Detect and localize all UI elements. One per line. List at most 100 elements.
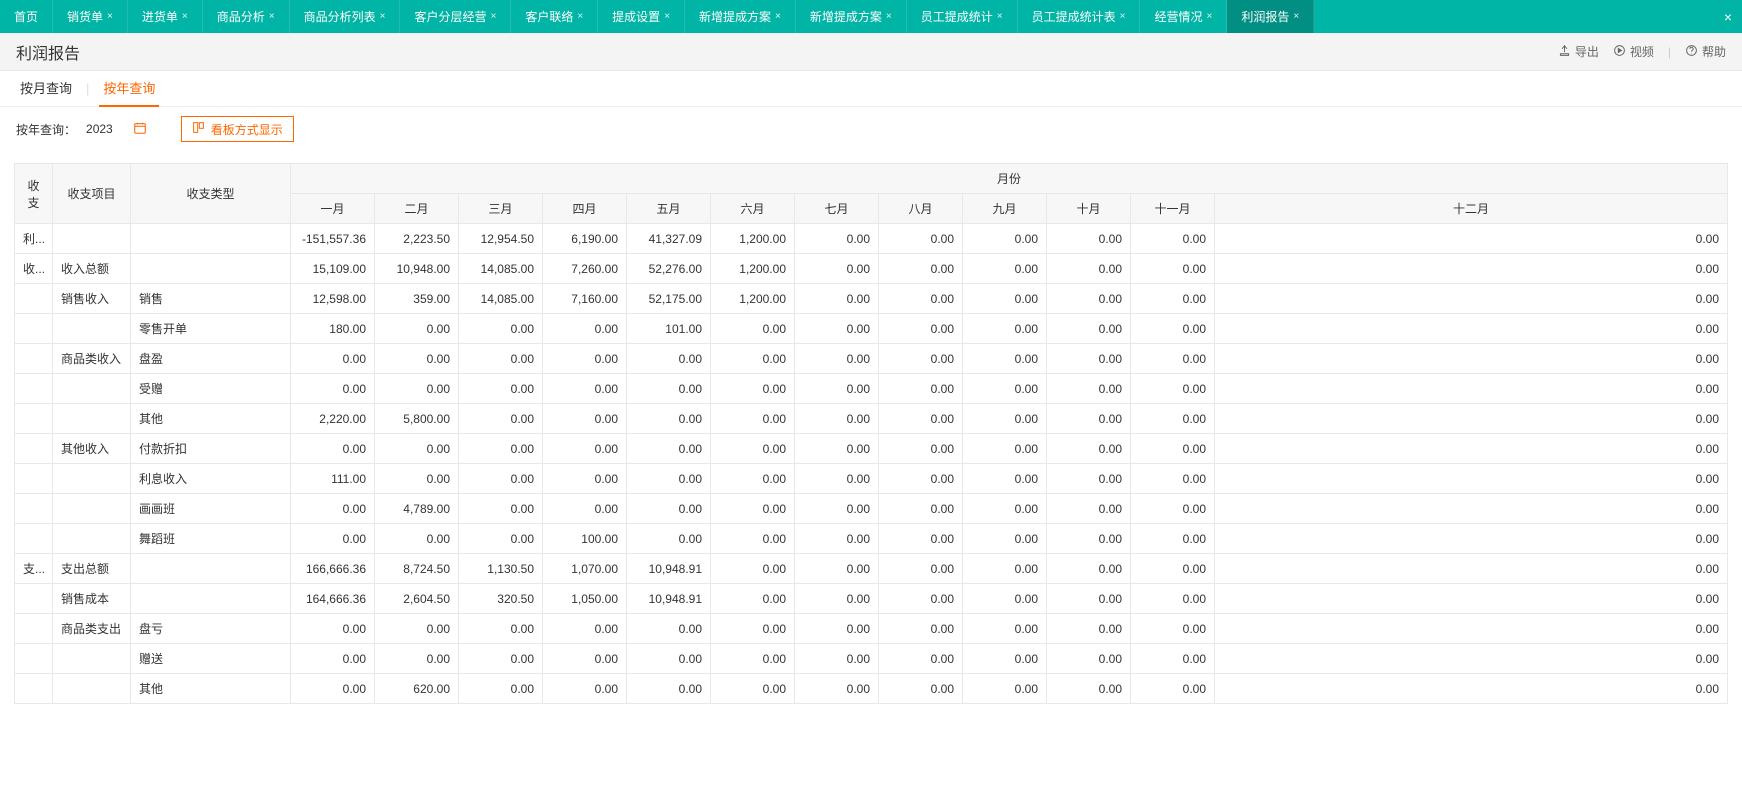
cell-value: 0.00 bbox=[1215, 644, 1728, 674]
close-icon[interactable]: × bbox=[1293, 11, 1299, 22]
nav-tab-3[interactable]: 商品分析× bbox=[203, 0, 290, 33]
cell-value: 0.00 bbox=[1131, 494, 1215, 524]
nav-tab-10[interactable]: 员工提成统计× bbox=[907, 0, 1018, 33]
cell-value: 0.00 bbox=[1047, 254, 1131, 284]
cell-item bbox=[53, 644, 131, 674]
close-icon[interactable]: × bbox=[886, 11, 892, 22]
cell-shouzhi bbox=[15, 584, 53, 614]
cell-value: 0.00 bbox=[711, 644, 795, 674]
th-month-1[interactable]: 一月 bbox=[291, 194, 375, 224]
table-row: 商品类收入盘盈0.000.000.000.000.000.000.000.000… bbox=[15, 344, 1728, 374]
page-title: 利润报告 bbox=[16, 40, 80, 64]
cell-value: 0.00 bbox=[1047, 494, 1131, 524]
nav-tab-8[interactable]: 新增提成方案× bbox=[685, 0, 796, 33]
cell-value: 0.00 bbox=[459, 404, 543, 434]
th-month-5[interactable]: 五月 bbox=[627, 194, 711, 224]
kanban-button-label: 看板方式显示 bbox=[211, 121, 283, 138]
th-type[interactable]: 收支类型 bbox=[131, 164, 291, 224]
th-shouzhi[interactable]: 收支 bbox=[15, 164, 53, 224]
close-icon[interactable]: × bbox=[577, 11, 583, 22]
cell-value: 1,200.00 bbox=[711, 254, 795, 284]
table-row: 销售收入销售12,598.00359.0014,085.007,160.0052… bbox=[15, 284, 1728, 314]
table-row: 画画班0.004,789.000.000.000.000.000.000.000… bbox=[15, 494, 1728, 524]
cell-item: 销售成本 bbox=[53, 584, 131, 614]
cell-value: 1,070.00 bbox=[543, 554, 627, 584]
cell-value: 0.00 bbox=[459, 314, 543, 344]
cell-value: 0.00 bbox=[879, 434, 963, 464]
export-button[interactable]: 导出 bbox=[1558, 43, 1599, 60]
cell-value: 0.00 bbox=[1047, 224, 1131, 254]
cell-value: 0.00 bbox=[963, 644, 1047, 674]
th-month-2[interactable]: 二月 bbox=[375, 194, 459, 224]
cell-type: 其他 bbox=[131, 674, 291, 704]
nav-tab-5[interactable]: 客户分层经营× bbox=[400, 0, 511, 33]
nav-tab-6[interactable]: 客户联络× bbox=[511, 0, 598, 33]
th-month-3[interactable]: 三月 bbox=[459, 194, 543, 224]
table-row: 其他2,220.005,800.000.000.000.000.000.000.… bbox=[15, 404, 1728, 434]
cell-value: 12,598.00 bbox=[291, 284, 375, 314]
close-icon[interactable]: × bbox=[664, 11, 670, 22]
cell-value: 0.00 bbox=[459, 494, 543, 524]
cell-value: 0.00 bbox=[1047, 434, 1131, 464]
cell-value: 0.00 bbox=[1047, 374, 1131, 404]
nav-tab-11[interactable]: 员工提成统计表× bbox=[1018, 0, 1141, 33]
cell-value: 0.00 bbox=[879, 524, 963, 554]
cell-value: 0.00 bbox=[795, 464, 879, 494]
nav-tab-7[interactable]: 提成设置× bbox=[598, 0, 685, 33]
cell-value: 0.00 bbox=[795, 584, 879, 614]
th-item[interactable]: 收支项目 bbox=[53, 164, 131, 224]
tab-yearly[interactable]: 按年查询 bbox=[99, 71, 159, 107]
cell-value: 0.00 bbox=[375, 374, 459, 404]
th-month-9[interactable]: 九月 bbox=[963, 194, 1047, 224]
cell-value: 7,160.00 bbox=[543, 284, 627, 314]
calendar-icon[interactable] bbox=[133, 121, 147, 138]
cell-value: 12,954.50 bbox=[459, 224, 543, 254]
nav-tab-12[interactable]: 经营情况× bbox=[1140, 0, 1227, 33]
th-month-8[interactable]: 八月 bbox=[879, 194, 963, 224]
video-button[interactable]: 视频 bbox=[1613, 43, 1654, 60]
cell-value: 8,724.50 bbox=[375, 554, 459, 584]
cell-value: 0.00 bbox=[291, 614, 375, 644]
cell-shouzhi bbox=[15, 314, 53, 344]
cell-type: 零售开单 bbox=[131, 314, 291, 344]
th-month-11[interactable]: 十一月 bbox=[1131, 194, 1215, 224]
table-row: 其他0.00620.000.000.000.000.000.000.000.00… bbox=[15, 674, 1728, 704]
close-icon[interactable]: × bbox=[182, 11, 188, 22]
close-all-tabs-button[interactable]: × bbox=[1714, 0, 1742, 33]
nav-tab-13[interactable]: 利润报告× bbox=[1227, 0, 1314, 33]
close-icon[interactable]: × bbox=[107, 11, 113, 22]
close-icon[interactable]: × bbox=[380, 11, 386, 22]
help-button[interactable]: 帮助 bbox=[1685, 43, 1726, 60]
th-month-10[interactable]: 十月 bbox=[1047, 194, 1131, 224]
close-icon[interactable]: × bbox=[997, 11, 1003, 22]
tab-monthly[interactable]: 按月查询 bbox=[16, 71, 76, 107]
nav-tab-2[interactable]: 进货单× bbox=[128, 0, 203, 33]
th-month-6[interactable]: 六月 bbox=[711, 194, 795, 224]
th-month-7[interactable]: 七月 bbox=[795, 194, 879, 224]
cell-item: 销售收入 bbox=[53, 284, 131, 314]
close-icon[interactable]: × bbox=[1206, 11, 1212, 22]
nav-tab-0[interactable]: 首页 bbox=[0, 0, 53, 33]
kanban-view-button[interactable]: 看板方式显示 bbox=[181, 116, 294, 142]
nav-tab-9[interactable]: 新增提成方案× bbox=[796, 0, 907, 33]
cell-value: 0.00 bbox=[963, 314, 1047, 344]
table-row: 利息收入111.000.000.000.000.000.000.000.000.… bbox=[15, 464, 1728, 494]
year-input[interactable]: 2023 bbox=[86, 120, 113, 138]
nav-tab-1[interactable]: 销货单× bbox=[53, 0, 128, 33]
nav-tab-4[interactable]: 商品分析列表× bbox=[290, 0, 401, 33]
table-row: 受赠0.000.000.000.000.000.000.000.000.000.… bbox=[15, 374, 1728, 404]
cell-value: 0.00 bbox=[1047, 614, 1131, 644]
cell-value: 0.00 bbox=[1131, 674, 1215, 704]
filter-row: 按年查询： 2023 看板方式显示 bbox=[0, 107, 1742, 151]
close-icon[interactable]: × bbox=[490, 11, 496, 22]
close-icon[interactable]: × bbox=[269, 11, 275, 22]
close-icon[interactable]: × bbox=[775, 11, 781, 22]
th-month-4[interactable]: 四月 bbox=[543, 194, 627, 224]
cell-value: 0.00 bbox=[543, 344, 627, 374]
close-icon[interactable]: × bbox=[1120, 11, 1126, 22]
cell-value: 0.00 bbox=[459, 524, 543, 554]
th-month-12[interactable]: 十二月 bbox=[1215, 194, 1728, 224]
cell-value: 14,085.00 bbox=[459, 254, 543, 284]
year-filter-label: 按年查询： bbox=[16, 121, 76, 138]
cell-value: 0.00 bbox=[1131, 614, 1215, 644]
